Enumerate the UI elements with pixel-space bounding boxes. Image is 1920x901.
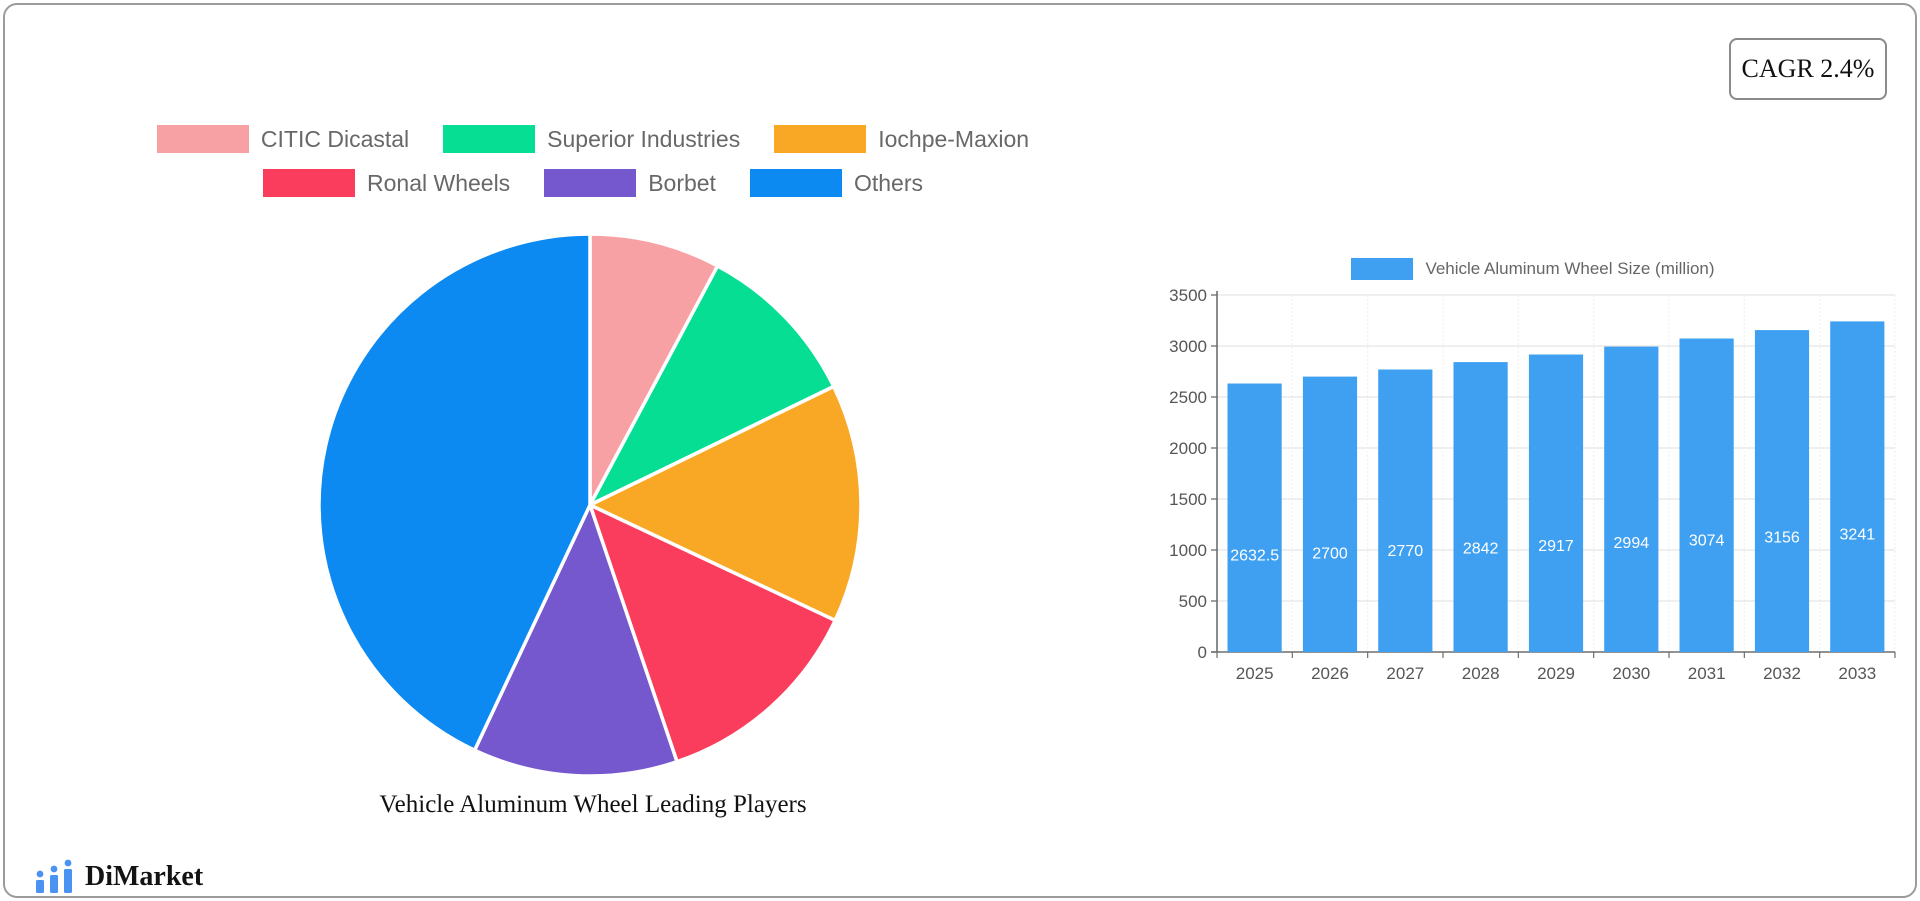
x-axis-tick-label: 2033	[1838, 664, 1876, 683]
legend-item-others[interactable]: Others	[749, 169, 923, 197]
bar-2030[interactable]	[1604, 346, 1659, 652]
report-card: CAGR 2.4% CITIC Dicastal Superior Industr…	[3, 3, 1917, 898]
bar-legend-label: Vehicle Aluminum Wheel Size (million)	[1425, 259, 1715, 278]
bar-2033[interactable]	[1830, 321, 1885, 652]
pie-slice-iochpe-maxion[interactable]	[588, 384, 863, 623]
legend-swatch	[263, 169, 355, 197]
x-axis-tick-label: 2027	[1386, 664, 1424, 683]
bar-2027[interactable]	[1378, 369, 1433, 653]
bar-2029[interactable]	[1528, 354, 1584, 653]
pie-legend-row: CITIC Dicastal Superior Industries Iochpe-…	[156, 125, 1029, 153]
pie-slice-superior-industries[interactable]	[588, 264, 836, 507]
bar-value-label: 2770	[1388, 543, 1424, 560]
legend-label: Iochpe-Maxion	[878, 125, 1030, 152]
pie-legend-row: Ronal Wheels Borbet Others	[263, 169, 923, 197]
bar-2032[interactable]	[1754, 330, 1810, 652]
bar-legend[interactable]: Vehicle Aluminum Wheel Size (million)	[1153, 257, 1913, 281]
y-axis-tick-label: 2500	[1169, 388, 1207, 407]
pie-chart	[317, 232, 863, 778]
bar-2026[interactable]	[1302, 376, 1358, 652]
y-axis-tick-label: 2000	[1169, 439, 1207, 458]
bar-value-label: 2632.5	[1230, 548, 1279, 565]
pie-legend: CITIC Dicastal Superior Industries Iochpe-…	[5, 125, 1181, 197]
y-axis-tick-label: 1000	[1169, 541, 1207, 560]
legend-item-ronal-wheels[interactable]: Ronal Wheels	[263, 169, 510, 197]
bar-chart: 0 500 1000 1500 2000 2500 3000 3500 2632.5 2025 27…	[1169, 286, 1896, 683]
pie-chart-section: CITIC Dicastal Superior Industries Iochpe-…	[5, 5, 1181, 900]
bar-legend-swatch	[1351, 258, 1414, 280]
x-axis-tick-label: 2026	[1311, 664, 1349, 683]
bar-value-label: 2994	[1614, 535, 1650, 552]
legend-item-iochpe-maxion[interactable]: Iochpe-Maxion	[774, 125, 1029, 153]
y-axis-tick-label: 0	[1198, 643, 1207, 662]
legend-label: Borbet	[648, 169, 716, 196]
bar-2031[interactable]	[1679, 338, 1734, 653]
pie-slice-citic-dicastal[interactable]	[588, 232, 720, 507]
y-axis-tick-label: 1500	[1169, 490, 1207, 509]
cagr-badge: CAGR 2.4%	[1729, 38, 1887, 100]
y-axis-tick-label: 500	[1179, 592, 1207, 611]
bar-value-label: 2917	[1538, 538, 1574, 555]
y-axis-tick-label: 3500	[1169, 286, 1207, 305]
x-axis-tick-label: 2028	[1462, 664, 1500, 683]
x-axis-tick-label: 2025	[1236, 664, 1274, 683]
x-axis-tick-label: 2030	[1612, 664, 1650, 683]
legend-swatch	[443, 125, 536, 153]
y-axis-tick-label: 3000	[1169, 337, 1207, 356]
bar-value-label: 3074	[1689, 532, 1725, 549]
legend-label: CITIC Dicastal	[260, 125, 410, 152]
pie-title: Vehicle Aluminum Wheel Leading Players	[379, 791, 807, 818]
bar-value-label: 2842	[1463, 540, 1499, 557]
bar-chart-logo-icon	[36, 859, 72, 893]
bar-2028[interactable]	[1453, 362, 1508, 652]
legend-label: Superior Industries	[547, 125, 741, 152]
legend-item-superior-industries[interactable]: Superior Industries	[443, 125, 740, 153]
bar-chart-section: Vehicle Aluminum Wheel Size (million) 0 5…	[1153, 251, 1913, 697]
legend-swatch	[774, 125, 867, 153]
pie-slice-others[interactable]	[317, 232, 592, 752]
legend-swatch	[544, 169, 637, 197]
x-axis-tick-label: 2029	[1537, 664, 1575, 683]
legend-item-borbet[interactable]: Borbet	[544, 169, 716, 197]
legend-label: Others	[853, 169, 923, 196]
brand-name: DiMarket	[85, 861, 204, 892]
bar-2025[interactable]	[1227, 383, 1282, 653]
legend-item-citic-dicastal[interactable]: CITIC Dicastal	[156, 125, 410, 153]
pie-slice-borbet[interactable]	[472, 503, 679, 778]
legend-label: Ronal Wheels	[367, 169, 511, 196]
cagr-badge-label: CAGR 2.4%	[1741, 54, 1875, 83]
x-axis-tick-label: 2031	[1688, 664, 1726, 683]
bar-value-label: 3156	[1764, 530, 1800, 547]
pie-slice-ronal-wheels[interactable]	[588, 503, 837, 764]
bar-value-label: 2700	[1312, 545, 1348, 562]
legend-swatch	[749, 169, 842, 197]
brand-logo: DiMarket	[33, 855, 203, 893]
bar-value-label: 3241	[1840, 527, 1876, 544]
x-axis-tick-label: 2032	[1763, 664, 1801, 683]
legend-swatch	[156, 125, 249, 153]
